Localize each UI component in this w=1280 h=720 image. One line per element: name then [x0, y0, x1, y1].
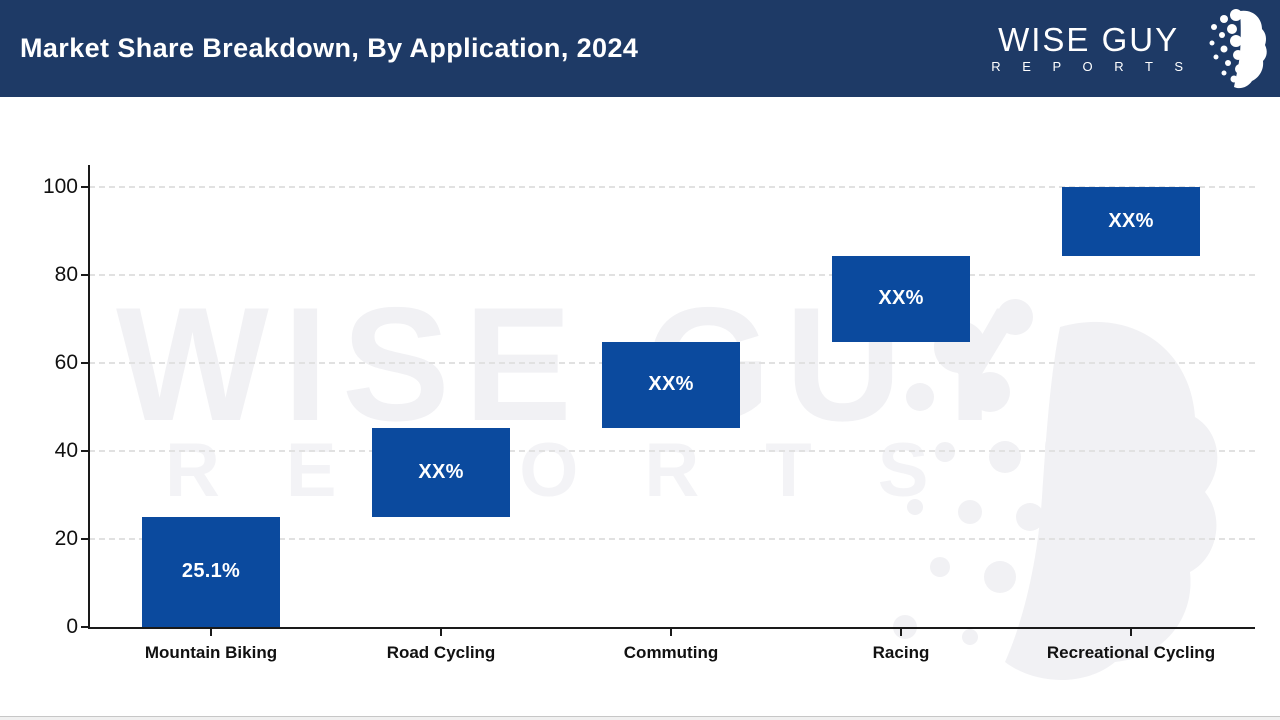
- header-bar: Market Share Breakdown, By Application, …: [0, 0, 1280, 97]
- brand-wordmark: WISE GUY R E P O R T S: [985, 20, 1192, 75]
- x-axis: [88, 627, 1255, 629]
- x-tick-mark: [1130, 629, 1132, 636]
- y-axis: [88, 165, 90, 629]
- page-title: Market Share Breakdown, By Application, …: [20, 33, 639, 63]
- bar-value-label: XX%: [878, 287, 924, 310]
- chart-canvas: WISE GUY REPORTS: [0, 97, 1280, 717]
- y-tick-mark: [81, 186, 88, 188]
- grid-line: [89, 450, 1255, 452]
- head-profile-icon: [1209, 8, 1267, 88]
- watermark-subtitle: REPORTS: [165, 428, 995, 513]
- brand-name: WISE GUY: [998, 20, 1180, 58]
- x-tick-label: Recreational Cycling: [1046, 643, 1216, 662]
- y-tick-label: 0: [66, 615, 78, 638]
- y-tick-mark: [81, 626, 88, 628]
- y-tick-label: 100: [42, 175, 78, 198]
- bottom-strip: [0, 717, 1280, 720]
- x-tick-mark: [210, 629, 212, 636]
- bar: XX%: [602, 341, 740, 429]
- brand-logo: WISE GUY R E P O R T S: [985, 7, 1280, 91]
- x-tick-mark: [440, 629, 442, 636]
- x-tick-label: Racing: [872, 643, 930, 662]
- x-tick-mark: [900, 629, 902, 636]
- grid-line: [89, 186, 1255, 188]
- y-tick-mark: [81, 362, 88, 364]
- x-tick-label: Road Cycling: [386, 643, 496, 662]
- bar-value-label: XX%: [648, 373, 694, 396]
- bar: XX%: [372, 428, 510, 517]
- y-tick-label: 20: [54, 527, 78, 550]
- y-tick-label: 80: [54, 263, 78, 286]
- bar-value-label: 25.1%: [181, 560, 241, 583]
- bar-value-label: XX%: [1108, 210, 1154, 233]
- bar: XX%: [1062, 187, 1200, 257]
- x-tick-label: Commuting: [623, 643, 719, 662]
- y-tick-label: 60: [54, 351, 78, 374]
- grid-line: [89, 538, 1255, 540]
- bar-value-label: XX%: [418, 460, 464, 483]
- brand-subtitle: R E P O R T S: [991, 59, 1192, 75]
- grid-line: [89, 274, 1255, 276]
- bar: XX%: [832, 256, 970, 342]
- x-tick-mark: [670, 629, 672, 636]
- y-tick-mark: [81, 538, 88, 540]
- bar: 25.1%: [142, 516, 280, 627]
- y-tick-mark: [81, 450, 88, 452]
- y-tick-mark: [81, 274, 88, 276]
- watermark-head-dots: [893, 299, 1218, 681]
- x-tick-label: Mountain Biking: [144, 643, 278, 662]
- bottom-divider: [0, 716, 1280, 717]
- y-tick-label: 40: [54, 439, 78, 462]
